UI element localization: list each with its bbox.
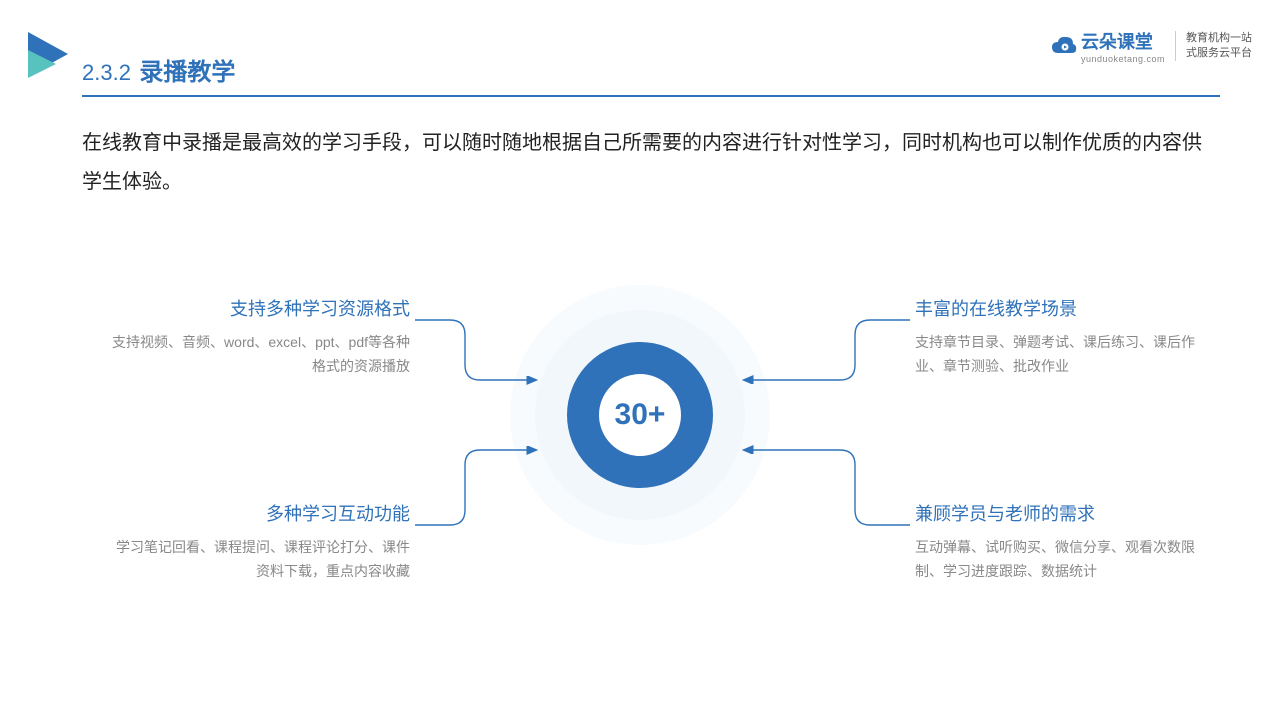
brand-domain: yunduoketang.com	[1081, 54, 1165, 64]
brand-logo: 云朵课堂 yunduoketang.com	[1051, 28, 1165, 64]
feature-top-right: 丰富的在线教学场景 支持章节目录、弹题考试、课后练习、课后作业、章节测验、批改作…	[915, 295, 1215, 379]
section-title: 录播教学	[139, 59, 235, 86]
section-header: 2.3.2 录播教学	[82, 52, 1220, 97]
intro-paragraph: 在线教育中录播是最高效的学习手段，可以随时随地根据自己所需要的内容进行针对性学习…	[82, 124, 1220, 202]
brand-name: 云朵课堂	[1081, 28, 1165, 54]
brand-block: 云朵课堂 yunduoketang.com 教育机构一站式服务云平台	[1051, 28, 1252, 64]
section-number: 2.3.2	[82, 60, 131, 85]
feature-desc: 互动弹幕、试听购买、微信分享、观看次数限制、学习进度跟踪、数据统计	[915, 536, 1215, 584]
brand-tagline: 教育机构一站式服务云平台	[1186, 31, 1252, 61]
feature-title: 兼顾学员与老师的需求	[915, 500, 1215, 526]
feature-title: 丰富的在线教学场景	[915, 295, 1215, 321]
cloud-icon	[1051, 35, 1077, 57]
title-underline	[82, 95, 1220, 97]
play-icon	[28, 32, 72, 80]
feature-desc: 支持章节目录、弹题考试、课后练习、课后作业、章节测验、批改作业	[915, 331, 1215, 379]
feature-bottom-right: 兼顾学员与老师的需求 互动弹幕、试听购买、微信分享、观看次数限制、学习进度跟踪、…	[915, 500, 1215, 584]
diagram-area: 30+ 支持多种学习资源格式 支持视频、音频、word、excel、ppt、pd…	[0, 250, 1280, 650]
feature-desc: 支持视频、音频、word、excel、ppt、pdf等各种格式的资源播放	[110, 331, 410, 379]
brand-divider	[1175, 31, 1176, 61]
feature-desc: 学习笔记回看、课程提问、课程评论打分、课件资料下载，重点内容收藏	[110, 536, 410, 584]
feature-title: 支持多种学习资源格式	[110, 295, 410, 321]
feature-title: 多种学习互动功能	[110, 500, 410, 526]
feature-bottom-left: 多种学习互动功能 学习笔记回看、课程提问、课程评论打分、课件资料下载，重点内容收…	[110, 500, 410, 584]
feature-top-left: 支持多种学习资源格式 支持视频、音频、word、excel、ppt、pdf等各种…	[110, 295, 410, 379]
